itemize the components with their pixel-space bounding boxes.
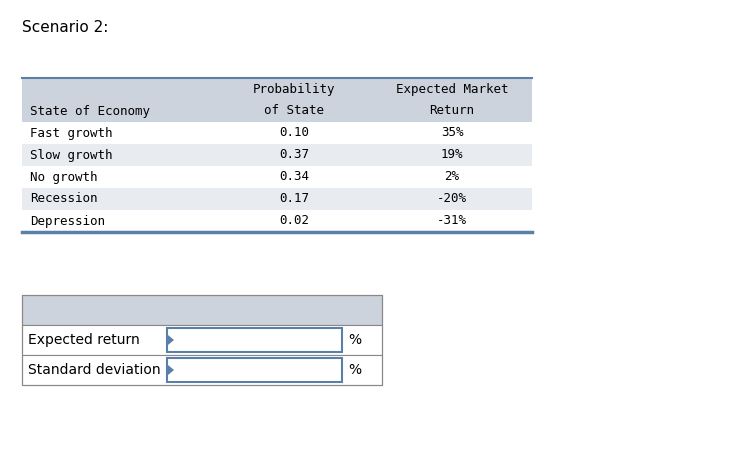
Bar: [167, 358, 342, 382]
Text: of State: of State: [264, 104, 324, 118]
Text: Expected return: Expected return: [28, 333, 139, 347]
Polygon shape: [168, 335, 174, 345]
Bar: [372, 188, 532, 210]
Text: %: %: [348, 363, 361, 377]
Bar: [217, 210, 372, 232]
Text: 19%: 19%: [441, 148, 463, 162]
Bar: [22, 122, 217, 144]
Text: %: %: [348, 333, 361, 347]
Text: -31%: -31%: [437, 214, 467, 228]
Bar: [372, 144, 532, 166]
Text: 0.02: 0.02: [280, 214, 309, 228]
Bar: [22, 144, 217, 166]
Text: Recession: Recession: [30, 192, 97, 206]
Bar: [217, 78, 372, 100]
Bar: [22, 78, 217, 100]
Text: Slow growth: Slow growth: [30, 148, 113, 162]
Bar: [22, 295, 382, 325]
Bar: [167, 328, 342, 352]
Bar: [372, 100, 532, 122]
Text: Depression: Depression: [30, 214, 105, 228]
Bar: [22, 166, 217, 188]
Text: 0.37: 0.37: [280, 148, 309, 162]
Text: Probability: Probability: [253, 82, 335, 96]
Bar: [22, 355, 382, 385]
Text: 2%: 2%: [444, 170, 459, 184]
Text: Scenario 2:: Scenario 2:: [22, 21, 108, 36]
Text: Standard deviation: Standard deviation: [28, 363, 160, 377]
Bar: [372, 122, 532, 144]
Bar: [22, 100, 217, 122]
Text: Fast growth: Fast growth: [30, 126, 113, 140]
Bar: [22, 295, 382, 385]
Bar: [22, 188, 217, 210]
Text: 0.17: 0.17: [280, 192, 309, 206]
Text: -20%: -20%: [437, 192, 467, 206]
Bar: [217, 122, 372, 144]
Bar: [217, 166, 372, 188]
Bar: [372, 166, 532, 188]
Text: Expected Market: Expected Market: [395, 82, 508, 96]
Text: 0.34: 0.34: [280, 170, 309, 184]
Text: 35%: 35%: [441, 126, 463, 140]
Bar: [22, 210, 217, 232]
Polygon shape: [168, 365, 174, 375]
Bar: [217, 100, 372, 122]
Text: 0.10: 0.10: [280, 126, 309, 140]
Bar: [372, 210, 532, 232]
Text: Return: Return: [430, 104, 474, 118]
Text: State of Economy: State of Economy: [30, 104, 150, 118]
Bar: [217, 144, 372, 166]
Bar: [22, 325, 382, 355]
Text: No growth: No growth: [30, 170, 97, 184]
Bar: [372, 78, 532, 100]
Bar: [217, 188, 372, 210]
